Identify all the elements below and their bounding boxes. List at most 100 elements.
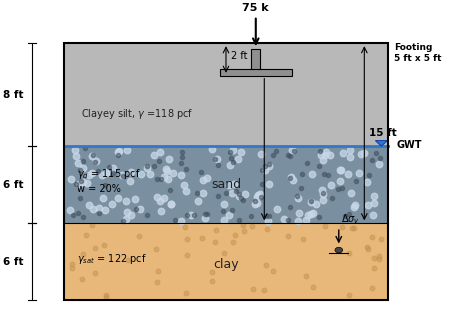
Point: [340, 150, 347, 155]
Point: [253, 194, 261, 199]
Point: [137, 207, 144, 212]
Point: [349, 226, 356, 231]
Point: [73, 153, 80, 158]
Point: [102, 294, 109, 299]
Point: [76, 181, 83, 186]
Point: [363, 245, 370, 250]
Point: [161, 174, 168, 179]
Point: [263, 226, 270, 231]
Point: [165, 156, 172, 161]
Point: [241, 229, 248, 234]
Point: [370, 266, 377, 271]
Point: [114, 195, 121, 200]
Text: $\gamma_d$ = 115 pcf: $\gamma_d$ = 115 pcf: [77, 167, 141, 181]
Point: [351, 203, 359, 208]
Point: [203, 176, 211, 181]
Text: 15 ft: 15 ft: [368, 128, 396, 138]
Point: [171, 218, 179, 223]
Point: [199, 178, 207, 183]
Bar: [251, 49, 261, 69]
Point: [290, 177, 297, 182]
Point: [127, 178, 134, 183]
Point: [372, 150, 379, 155]
Point: [302, 273, 309, 279]
Bar: [220, 69, 292, 76]
Point: [150, 163, 157, 168]
Point: [355, 170, 363, 175]
Point: [320, 191, 327, 196]
Point: [223, 191, 230, 196]
Text: 2 ft: 2 ft: [231, 51, 248, 61]
Point: [316, 148, 323, 153]
Point: [341, 214, 349, 219]
Point: [376, 257, 383, 262]
Point: [85, 172, 92, 177]
Point: [88, 154, 96, 159]
Point: [358, 151, 365, 156]
Point: [286, 205, 293, 210]
Point: [190, 213, 198, 218]
Point: [239, 223, 247, 228]
Point: [208, 270, 216, 275]
Point: [143, 166, 151, 171]
Point: [201, 215, 208, 220]
Text: 75 k: 75 k: [243, 3, 269, 13]
Bar: [64, 223, 388, 300]
Point: [364, 246, 372, 252]
Point: [324, 173, 331, 178]
Point: [202, 212, 209, 217]
Point: [304, 161, 311, 166]
Point: [102, 293, 110, 298]
Point: [308, 212, 315, 217]
Point: [144, 213, 151, 218]
Point: [76, 196, 83, 201]
Point: [338, 185, 345, 190]
Text: clay: clay: [213, 258, 239, 271]
Point: [238, 196, 245, 201]
Point: [318, 187, 325, 192]
Point: [370, 194, 377, 199]
Point: [183, 212, 190, 217]
Point: [320, 171, 327, 176]
Point: [193, 190, 201, 195]
Point: [338, 167, 345, 172]
Point: [345, 212, 352, 217]
Point: [227, 163, 234, 168]
Point: [183, 252, 190, 257]
Point: [133, 206, 140, 211]
Point: [177, 160, 184, 165]
Point: [252, 202, 259, 207]
Point: [345, 251, 353, 256]
Point: [90, 152, 97, 157]
Point: [237, 150, 244, 155]
Point: [167, 202, 175, 207]
Point: [232, 189, 239, 194]
Point: [123, 209, 130, 214]
Point: [351, 205, 358, 210]
Point: [203, 212, 210, 217]
Point: [143, 164, 150, 169]
Point: [91, 246, 98, 251]
Point: [235, 156, 242, 161]
Point: [364, 180, 371, 185]
Point: [265, 214, 272, 219]
Text: w = 20%: w = 20%: [77, 184, 121, 193]
Point: [369, 213, 376, 218]
Bar: [64, 146, 388, 223]
Point: [183, 290, 190, 295]
Point: [304, 212, 312, 217]
Point: [337, 179, 344, 184]
Point: [183, 188, 190, 193]
Point: [77, 168, 84, 173]
Point: [103, 169, 110, 174]
Point: [96, 210, 103, 215]
Point: [262, 263, 270, 268]
Point: [220, 251, 227, 256]
Point: [242, 192, 249, 197]
Point: [321, 223, 328, 228]
Point: [345, 171, 352, 176]
Point: [319, 192, 327, 197]
Point: [92, 160, 99, 165]
Point: [78, 178, 85, 183]
Point: [120, 173, 127, 178]
